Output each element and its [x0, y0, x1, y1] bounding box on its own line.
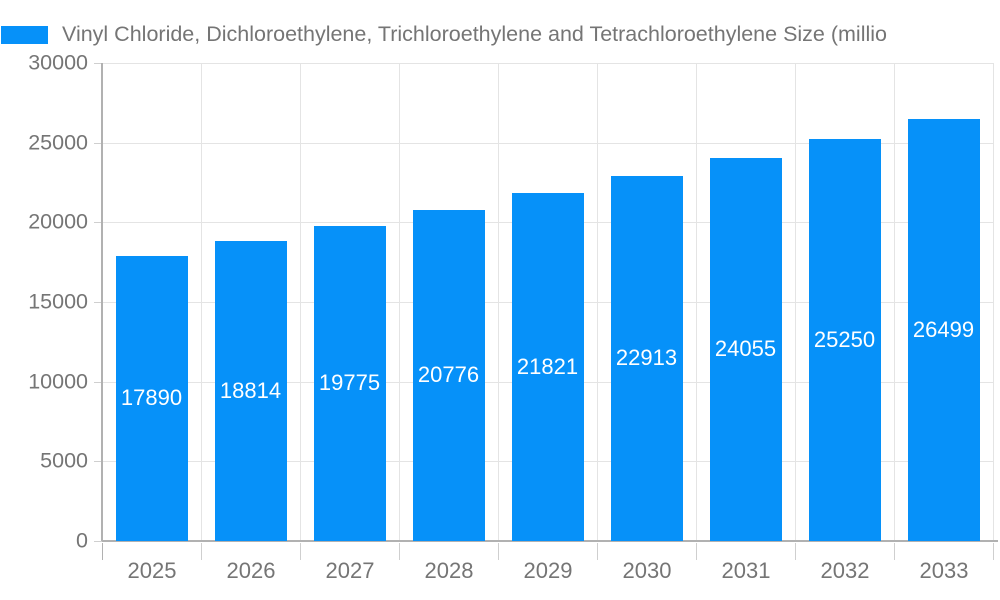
bar-value-label: 25250: [813, 327, 876, 352]
x-axis-tick: [993, 543, 994, 560]
x-gridline: [894, 63, 895, 541]
y-axis-line: [101, 63, 103, 541]
y-axis-tick-label: 30000: [28, 50, 88, 75]
x-axis-tick: [498, 543, 499, 560]
x-gridline: [300, 63, 301, 541]
x-gridline: [795, 63, 796, 541]
x-axis-tick: [597, 543, 598, 560]
x-axis-tick: [696, 543, 697, 560]
y-axis-tick: [94, 541, 102, 542]
x-axis-line: [102, 540, 998, 542]
bar-value-label: 21821: [516, 354, 579, 379]
bar-value-label: 18814: [219, 378, 282, 403]
y-axis-tick-label: 15000: [28, 289, 88, 314]
x-axis-tick: [795, 543, 796, 560]
bar-value-label: 19775: [318, 370, 381, 395]
y-axis-tick: [94, 382, 102, 383]
bar-value-label: 20776: [417, 362, 480, 387]
bar: [512, 193, 584, 541]
legend-swatch-icon: [1, 26, 48, 44]
bar: [314, 226, 386, 541]
y-axis-tick: [94, 461, 102, 462]
y-axis-tick-label: 5000: [40, 448, 88, 473]
x-axis-tick-label: 2027: [325, 558, 375, 583]
x-gridline: [201, 63, 202, 541]
x-axis-tick-label: 2025: [127, 558, 177, 583]
y-axis-tick-label: 10000: [28, 369, 88, 394]
bar: [116, 256, 188, 541]
x-axis-tick: [300, 543, 301, 560]
x-axis-tick: [399, 543, 400, 560]
y-gridline: [102, 143, 993, 144]
x-gridline: [399, 63, 400, 541]
x-axis-tick-label: 2028: [424, 558, 474, 583]
x-axis-tick: [102, 543, 103, 560]
y-axis-tick: [94, 302, 102, 303]
bar-value-label: 17890: [120, 385, 183, 410]
x-gridline: [696, 63, 697, 541]
bar: [710, 158, 782, 541]
legend-label: Vinyl Chloride, Dichloroethylene, Trichl…: [62, 22, 887, 46]
x-axis-tick-label: 2030: [622, 558, 672, 583]
y-gridline: [102, 63, 993, 64]
bar: [413, 210, 485, 541]
x-axis-tick-label: 2031: [721, 558, 771, 583]
y-axis-tick-label: 25000: [28, 130, 88, 155]
legend: Vinyl Chloride, Dichloroethylene, Trichl…: [0, 0, 1000, 56]
x-axis-tick-label: 2032: [820, 558, 870, 583]
y-axis-tick: [94, 143, 102, 144]
y-axis-tick: [94, 63, 102, 64]
y-axis-tick: [94, 222, 102, 223]
x-axis-tick-label: 2029: [523, 558, 573, 583]
x-gridline: [597, 63, 598, 541]
x-axis-tick: [894, 543, 895, 560]
bar-value-label: 22913: [615, 345, 678, 370]
y-axis-tick-label: 20000: [28, 209, 88, 234]
bar-value-label: 26499: [912, 317, 975, 342]
bar: [809, 139, 881, 541]
bar-value-label: 24055: [714, 336, 777, 361]
bar: [908, 119, 980, 541]
bar: [215, 241, 287, 541]
x-axis-tick-label: 2033: [919, 558, 969, 583]
x-gridline: [498, 63, 499, 541]
x-axis-tick-label: 2026: [226, 558, 276, 583]
x-axis-tick: [201, 543, 202, 560]
x-gridline: [993, 63, 994, 541]
bar: [611, 176, 683, 541]
y-axis-tick-label: 0: [76, 528, 88, 553]
